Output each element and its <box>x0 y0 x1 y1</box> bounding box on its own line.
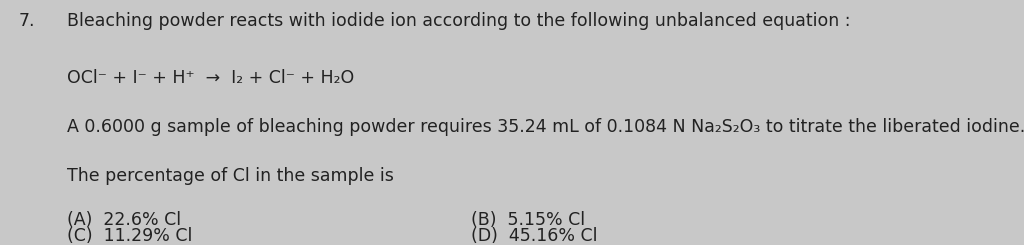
Text: (D)  45.16% Cl: (D) 45.16% Cl <box>471 227 598 245</box>
Text: 7.: 7. <box>18 12 35 30</box>
Text: (B)  5.15% Cl: (B) 5.15% Cl <box>471 211 585 229</box>
Text: (C)  11.29% Cl: (C) 11.29% Cl <box>67 227 191 245</box>
Text: Bleaching powder reacts with iodide ion according to the following unbalanced eq: Bleaching powder reacts with iodide ion … <box>67 12 850 30</box>
Text: OCl⁻ + I⁻ + H⁺  →  I₂ + Cl⁻ + H₂O: OCl⁻ + I⁻ + H⁺ → I₂ + Cl⁻ + H₂O <box>67 69 354 86</box>
Text: A 0.6000 g sample of bleaching powder requires 35.24 mL of 0.1084 N Na₂S₂O₃ to t: A 0.6000 g sample of bleaching powder re… <box>67 118 1024 135</box>
Text: The percentage of Cl in the sample is: The percentage of Cl in the sample is <box>67 167 393 184</box>
Text: (A)  22.6% Cl: (A) 22.6% Cl <box>67 211 180 229</box>
